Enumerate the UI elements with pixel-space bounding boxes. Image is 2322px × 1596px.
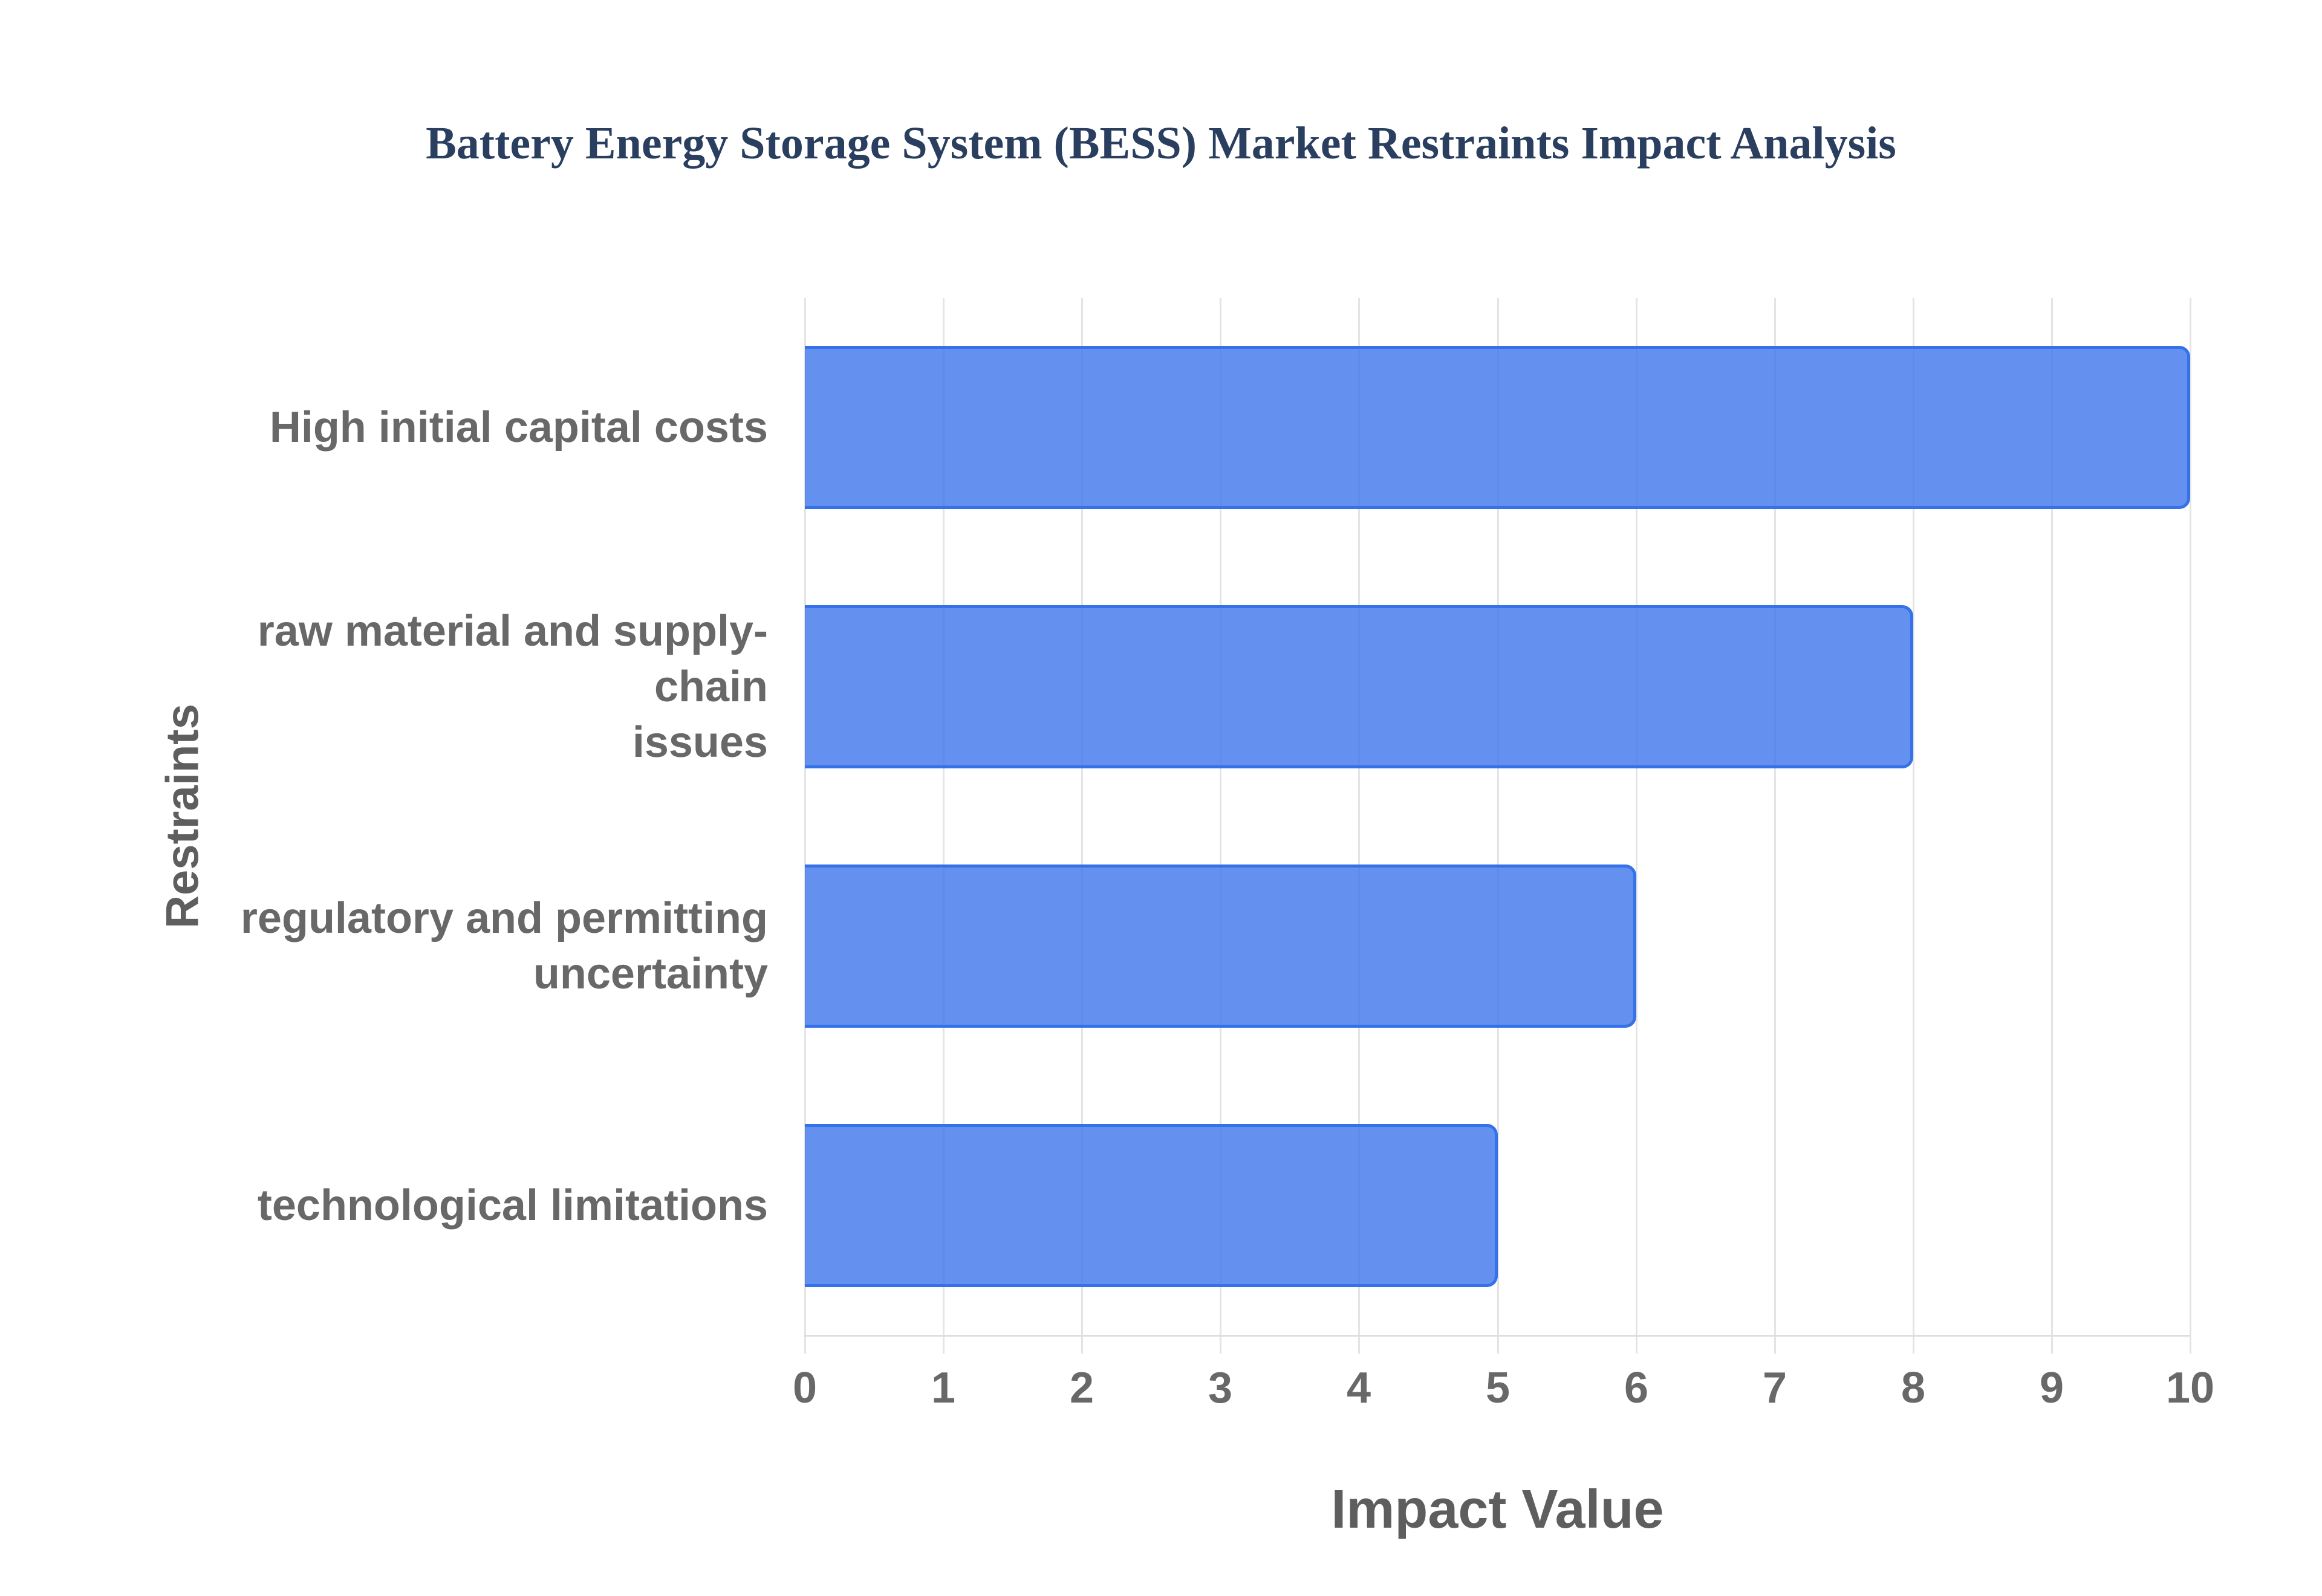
tick-mark-x-5 (1497, 1337, 1499, 1354)
y-category-label-line: raw material and supply-chain (257, 606, 768, 711)
gridline-x-6 (1636, 298, 1637, 1335)
x-tick-label-7: 7 (1762, 1364, 1787, 1412)
gridline-x-9 (2051, 298, 2053, 1335)
x-axis-title: Impact Value (1331, 1479, 1664, 1540)
gridline-x-5 (1497, 298, 1499, 1335)
gridline-x-2 (1081, 298, 1083, 1335)
tick-mark-x-0 (804, 1337, 806, 1354)
x-tick-label-2: 2 (1069, 1364, 1094, 1412)
plot-area (804, 298, 2191, 1354)
x-tick-label-4: 4 (1346, 1364, 1371, 1412)
y-category-label-line: issues (632, 718, 768, 767)
tick-mark-x-7 (1774, 1337, 1776, 1354)
y-category-label-line: technological limitations (257, 1181, 768, 1230)
y-category-label-line: High initial capital costs (269, 403, 768, 452)
tick-mark-x-10 (2190, 1337, 2191, 1354)
x-tick-label-6: 6 (1624, 1364, 1649, 1412)
y-category-label-line: regulatory and permitting (240, 894, 768, 942)
tick-mark-x-8 (1913, 1337, 1914, 1354)
x-tick-label-10: 10 (2165, 1364, 2215, 1412)
gridline-x-1 (943, 298, 945, 1335)
gridline-x-4 (1358, 298, 1360, 1335)
x-axis-line (804, 1335, 2191, 1337)
gridline-x-8 (1913, 298, 1914, 1335)
x-tick-label-1: 1 (931, 1364, 956, 1412)
y-category-label-line: uncertainty (533, 950, 768, 998)
chart-title: Battery Energy Storage System (BESS) Mar… (426, 118, 1896, 169)
bar-raw-material-and-supply-chain-issues[interactable] (805, 605, 1913, 768)
x-tick-label-8: 8 (1901, 1364, 1926, 1412)
bar-technological-limitations[interactable] (805, 1124, 1498, 1287)
tick-mark-x-6 (1636, 1337, 1637, 1354)
tick-mark-x-3 (1220, 1337, 1221, 1354)
gridline-x-10 (2190, 298, 2191, 1335)
x-tick-label-5: 5 (1485, 1364, 1511, 1412)
tick-mark-x-9 (2051, 1337, 2053, 1354)
x-tick-label-3: 3 (1208, 1364, 1233, 1412)
y-category-label-raw-material-and-supply-chain-issues: raw material and supply-chain issues (151, 605, 768, 768)
y-category-label-high-initial-capital-costs: High initial capital costs (151, 346, 768, 509)
tick-mark-x-4 (1358, 1337, 1360, 1354)
y-category-label-regulatory-and-permitting-uncertainty: regulatory and permitting uncertainty (151, 864, 768, 1028)
gridline-x-3 (1220, 298, 1221, 1335)
tick-mark-x-1 (943, 1337, 945, 1354)
bar-high-initial-capital-costs[interactable] (805, 346, 2190, 509)
tick-mark-x-2 (1081, 1337, 1083, 1354)
bar-regulatory-and-permitting-uncertainty[interactable] (805, 864, 1636, 1028)
gridline-x-0 (804, 298, 806, 1335)
gridline-x-7 (1774, 298, 1776, 1335)
x-tick-label-0: 0 (792, 1364, 818, 1412)
x-tick-label-9: 9 (2039, 1364, 2064, 1412)
y-category-label-technological-limitations: technological limitations (151, 1124, 768, 1287)
